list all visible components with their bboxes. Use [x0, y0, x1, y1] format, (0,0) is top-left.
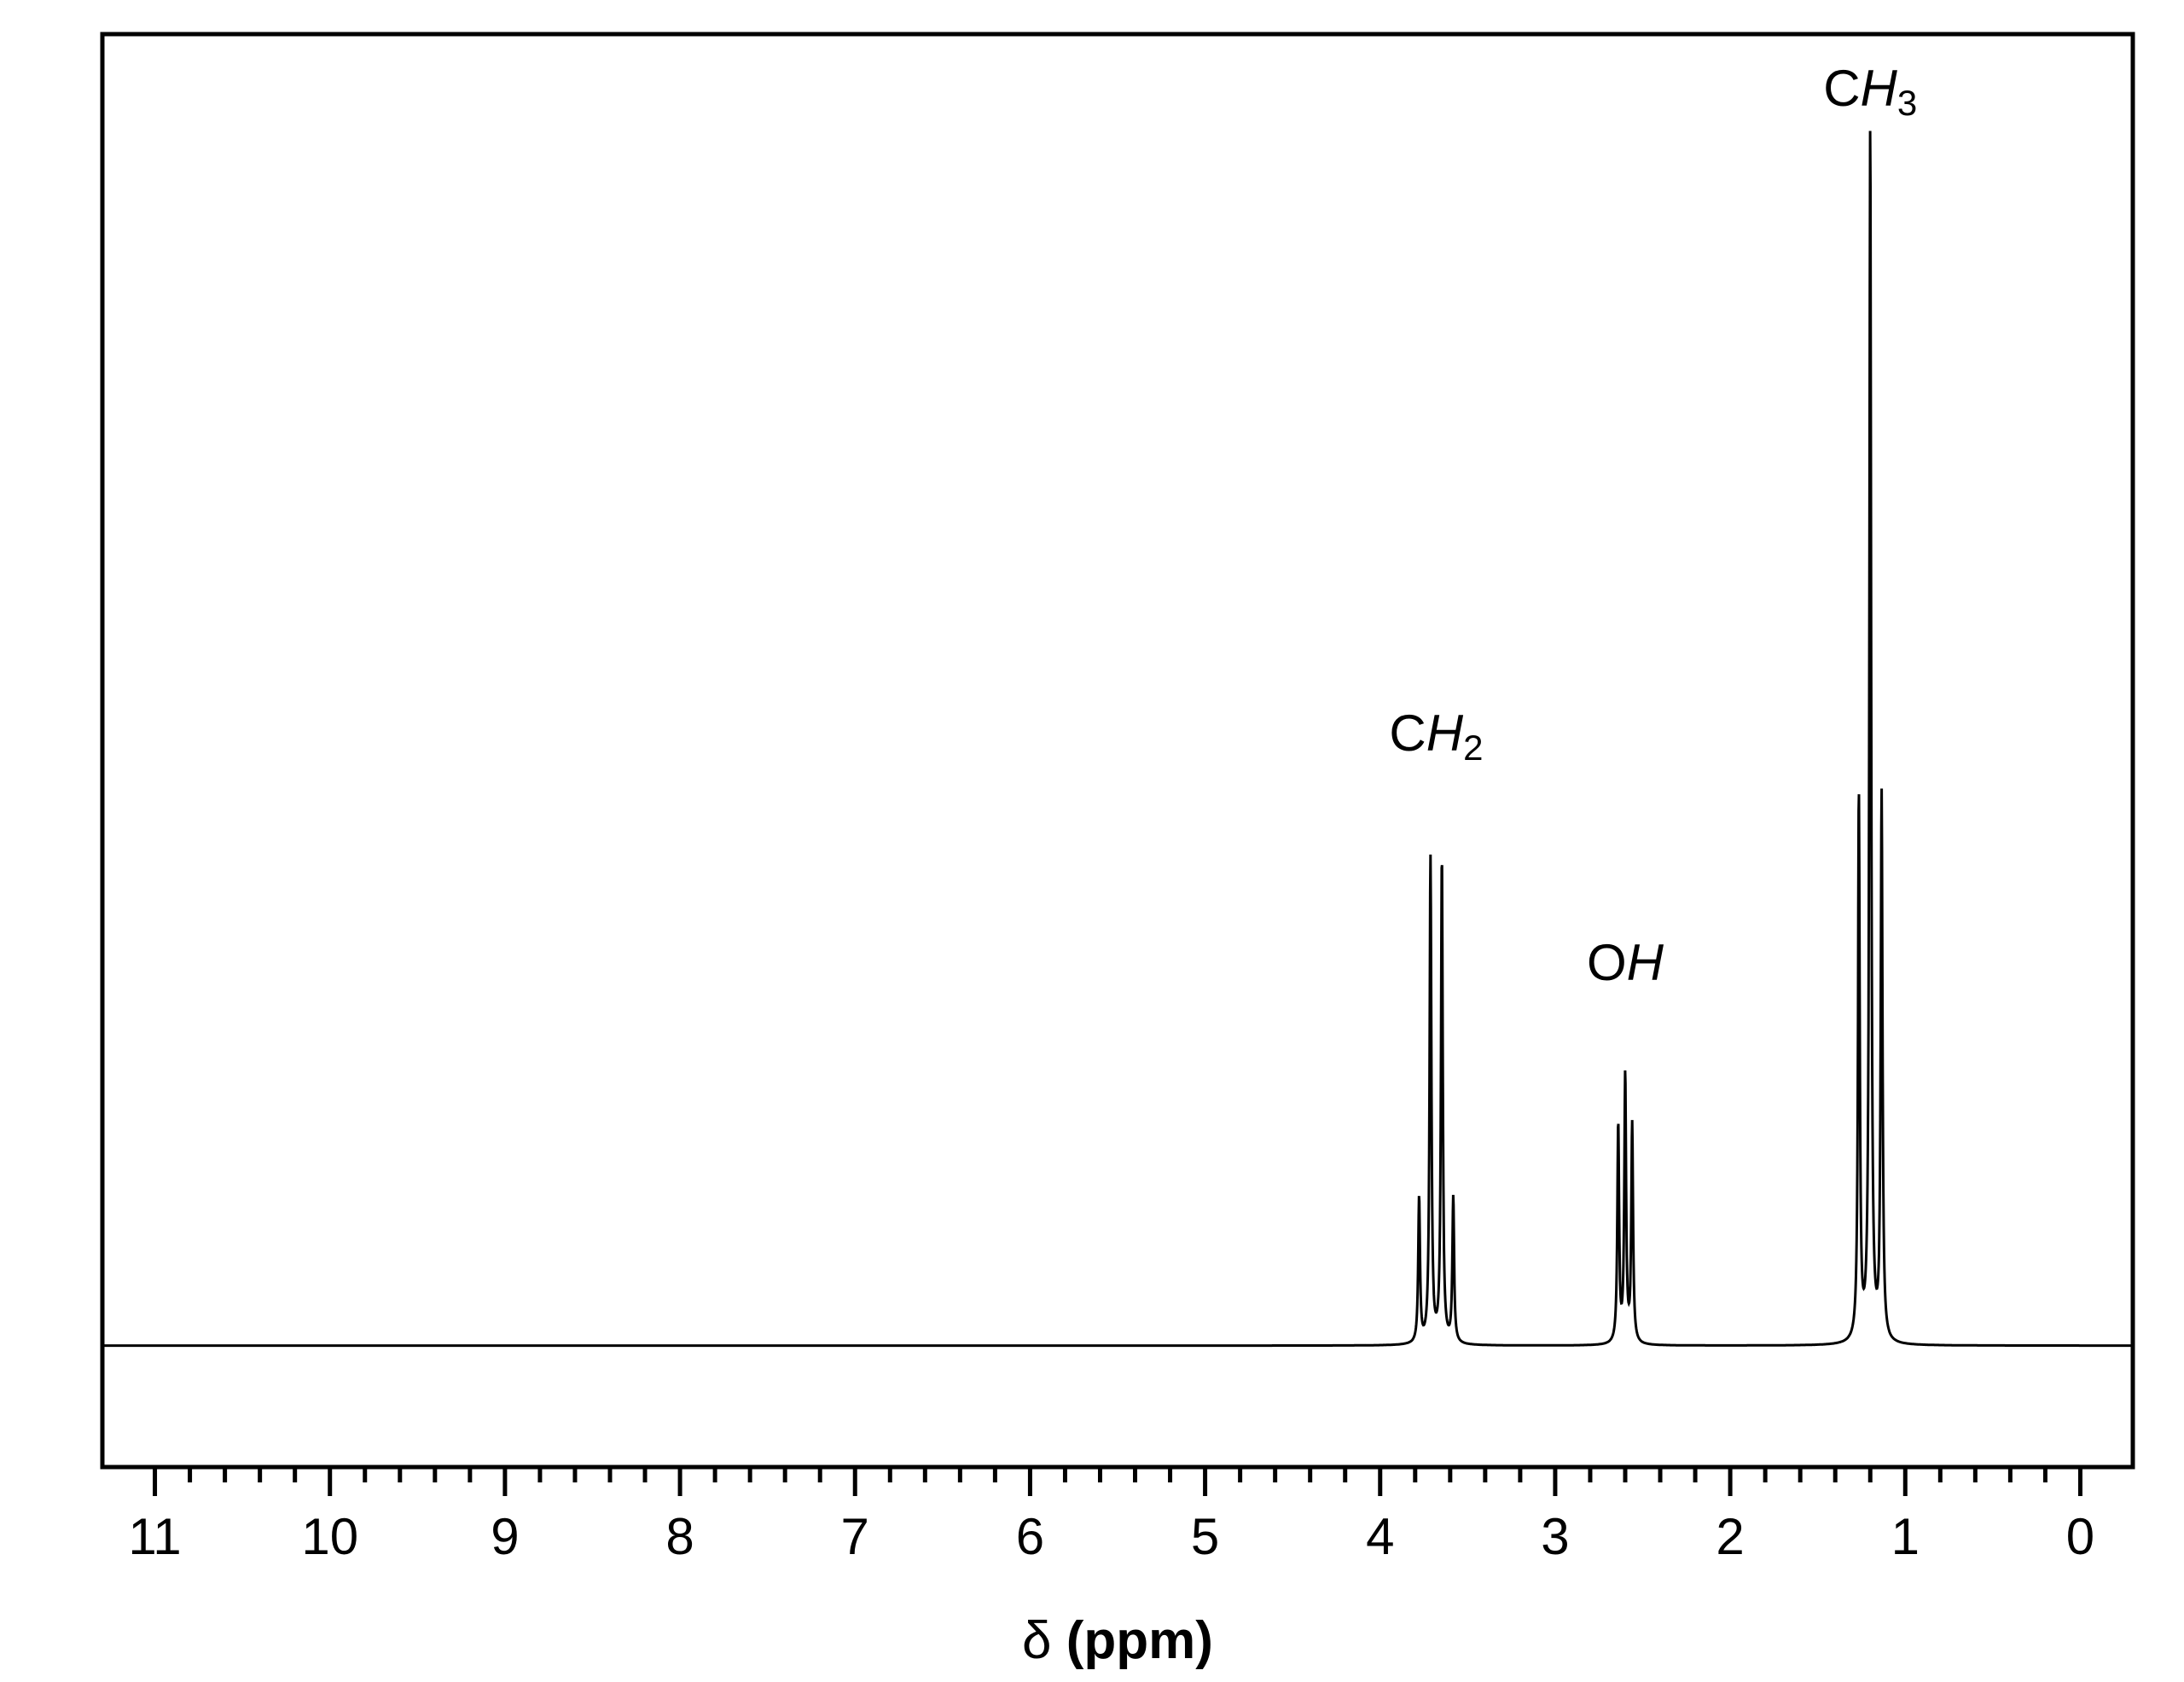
chart-svg: 01234567891011δ (ppm)CH3OHCH2: [0, 0, 2184, 1682]
nmr-spectrum-chart: 01234567891011δ (ppm)CH3OHCH2: [0, 0, 2184, 1682]
x-tick-label: 10: [301, 1508, 358, 1565]
x-tick-label: 3: [1541, 1508, 1569, 1565]
peak-label-oh: OH: [1587, 934, 1664, 991]
x-tick-label: 8: [665, 1508, 694, 1565]
x-tick-label: 0: [2066, 1508, 2094, 1565]
x-tick-label: 6: [1016, 1508, 1044, 1565]
x-tick-label: 4: [1366, 1508, 1394, 1565]
x-tick-label: 2: [1716, 1508, 1744, 1565]
x-tick-label: 1: [1891, 1508, 1920, 1565]
x-tick-label: 5: [1191, 1508, 1219, 1565]
x-axis-label: δ (ppm): [1022, 1611, 1213, 1670]
x-tick-label: 9: [491, 1508, 519, 1565]
x-tick-label: 7: [841, 1508, 869, 1565]
x-tick-label: 11: [128, 1508, 181, 1565]
